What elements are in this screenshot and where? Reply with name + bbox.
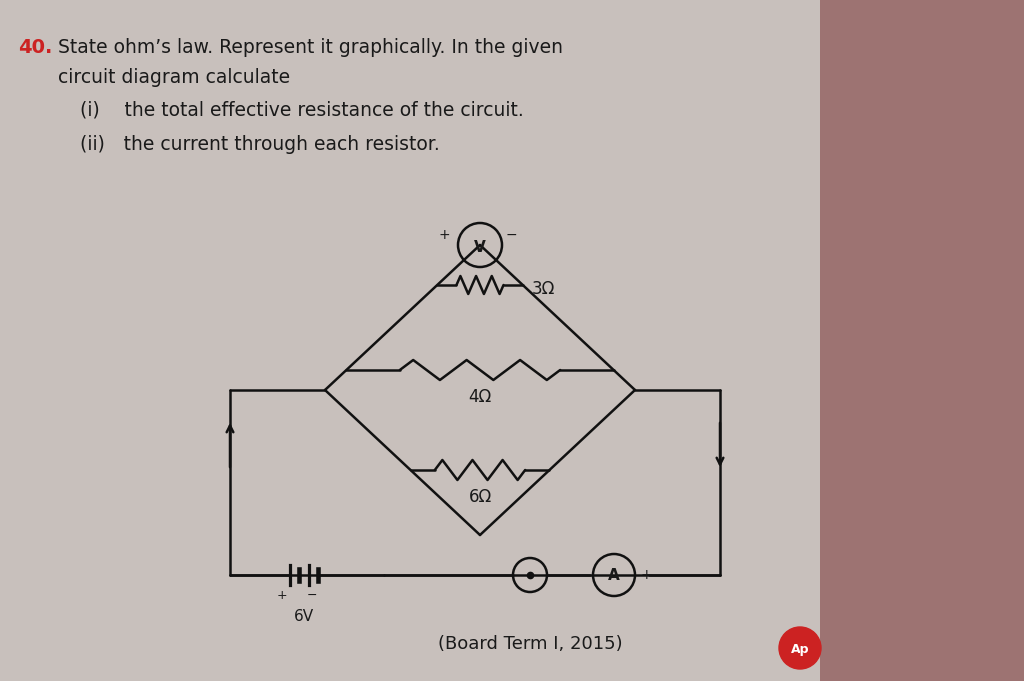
Circle shape: [458, 223, 502, 267]
Text: +: +: [438, 228, 450, 242]
Text: −: −: [307, 589, 317, 602]
Text: (Board Term I, 2015): (Board Term I, 2015): [437, 635, 623, 653]
Text: circuit diagram calculate: circuit diagram calculate: [58, 68, 290, 87]
Text: V: V: [474, 240, 485, 255]
Text: Ap: Ap: [791, 642, 809, 656]
Circle shape: [513, 558, 547, 592]
Text: −: −: [506, 228, 517, 242]
Text: −: −: [577, 568, 588, 582]
Bar: [820, 0, 1024, 681]
Text: (ii) the current through each resistor.: (ii) the current through each resistor.: [80, 135, 439, 154]
Text: 4Ω: 4Ω: [468, 388, 492, 406]
Text: +: +: [276, 589, 288, 602]
Text: State ohm’s law. Represent it graphically. In the given: State ohm’s law. Represent it graphicall…: [58, 38, 563, 57]
Text: 6V: 6V: [294, 609, 314, 624]
Text: (i)  the total effective resistance of the circuit.: (i) the total effective resistance of th…: [80, 100, 523, 119]
Text: A: A: [608, 569, 620, 584]
Text: +: +: [640, 568, 651, 582]
Text: 3Ω: 3Ω: [531, 280, 555, 298]
Text: 6Ω: 6Ω: [468, 488, 492, 506]
Circle shape: [593, 554, 635, 596]
Text: 40.: 40.: [18, 38, 52, 57]
Circle shape: [779, 627, 821, 669]
